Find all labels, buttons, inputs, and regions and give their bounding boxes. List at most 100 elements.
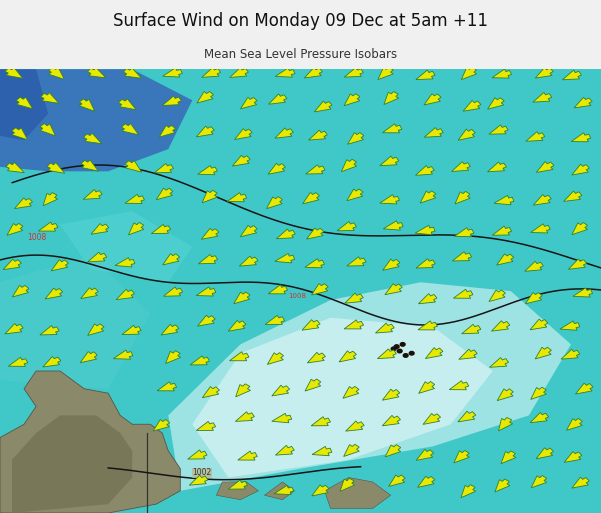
Polygon shape — [43, 357, 61, 367]
Polygon shape — [198, 166, 217, 175]
Polygon shape — [451, 162, 471, 171]
Polygon shape — [303, 192, 320, 204]
Polygon shape — [525, 292, 542, 304]
Polygon shape — [266, 196, 282, 209]
Polygon shape — [453, 289, 473, 299]
Polygon shape — [156, 188, 173, 200]
Polygon shape — [198, 254, 218, 264]
Polygon shape — [487, 162, 507, 172]
Polygon shape — [418, 293, 437, 304]
Text: Mean Sea Level Pressure Isobars: Mean Sea Level Pressure Isobars — [204, 48, 397, 61]
Polygon shape — [415, 166, 435, 175]
Polygon shape — [129, 223, 144, 235]
Polygon shape — [489, 125, 508, 134]
Polygon shape — [383, 259, 400, 270]
Polygon shape — [424, 128, 444, 137]
Polygon shape — [0, 255, 150, 389]
Polygon shape — [202, 68, 221, 77]
Polygon shape — [458, 129, 475, 140]
Polygon shape — [239, 256, 258, 266]
Polygon shape — [197, 421, 216, 430]
Text: 1008: 1008 — [288, 293, 307, 299]
Polygon shape — [91, 224, 109, 234]
Polygon shape — [121, 124, 139, 135]
Polygon shape — [302, 320, 320, 330]
Polygon shape — [531, 224, 551, 233]
Polygon shape — [165, 351, 181, 364]
Polygon shape — [267, 352, 284, 364]
Polygon shape — [188, 450, 207, 459]
Polygon shape — [416, 259, 435, 268]
Polygon shape — [382, 389, 400, 400]
Circle shape — [394, 345, 399, 348]
Polygon shape — [494, 195, 514, 205]
Polygon shape — [88, 324, 104, 336]
Polygon shape — [227, 193, 247, 202]
Polygon shape — [462, 67, 477, 80]
Polygon shape — [495, 479, 510, 492]
Polygon shape — [572, 133, 591, 142]
Polygon shape — [6, 162, 25, 173]
Polygon shape — [311, 417, 331, 426]
Polygon shape — [416, 449, 434, 460]
Polygon shape — [325, 478, 391, 508]
Polygon shape — [268, 285, 288, 294]
Polygon shape — [341, 159, 357, 172]
Polygon shape — [0, 371, 180, 513]
Polygon shape — [420, 191, 436, 203]
Polygon shape — [168, 282, 571, 491]
Polygon shape — [268, 163, 285, 174]
Polygon shape — [81, 160, 99, 171]
Polygon shape — [424, 94, 441, 105]
Polygon shape — [51, 260, 69, 271]
Polygon shape — [14, 198, 32, 209]
Polygon shape — [216, 482, 258, 500]
Polygon shape — [487, 97, 504, 109]
Polygon shape — [151, 224, 171, 233]
Polygon shape — [531, 387, 546, 400]
Text: 1002: 1002 — [192, 468, 212, 477]
Polygon shape — [383, 221, 403, 230]
Polygon shape — [16, 97, 32, 109]
Polygon shape — [418, 476, 435, 487]
Polygon shape — [116, 289, 135, 300]
Polygon shape — [202, 190, 218, 203]
Polygon shape — [385, 284, 402, 294]
Polygon shape — [416, 70, 435, 80]
Polygon shape — [569, 259, 587, 269]
Polygon shape — [572, 477, 590, 488]
Polygon shape — [84, 190, 102, 200]
Polygon shape — [560, 321, 580, 330]
Polygon shape — [450, 381, 469, 390]
Circle shape — [403, 353, 408, 357]
Polygon shape — [11, 128, 28, 140]
Polygon shape — [197, 287, 216, 296]
Polygon shape — [347, 132, 364, 144]
Polygon shape — [12, 416, 132, 513]
Polygon shape — [312, 485, 329, 496]
Polygon shape — [275, 128, 293, 138]
Polygon shape — [346, 421, 364, 431]
Polygon shape — [189, 475, 208, 485]
Polygon shape — [240, 97, 257, 109]
Polygon shape — [0, 69, 192, 171]
Polygon shape — [230, 68, 248, 77]
Polygon shape — [490, 358, 508, 367]
Polygon shape — [347, 189, 363, 201]
Polygon shape — [80, 351, 97, 363]
Polygon shape — [40, 124, 55, 136]
Polygon shape — [125, 194, 144, 204]
Polygon shape — [344, 68, 364, 77]
Polygon shape — [563, 70, 581, 80]
Polygon shape — [234, 292, 250, 304]
Polygon shape — [492, 321, 510, 331]
Polygon shape — [459, 349, 477, 360]
Polygon shape — [382, 416, 400, 426]
Polygon shape — [377, 349, 396, 359]
Polygon shape — [43, 192, 58, 206]
Polygon shape — [573, 288, 593, 297]
Polygon shape — [84, 133, 102, 144]
Polygon shape — [380, 195, 400, 204]
Polygon shape — [426, 348, 443, 359]
Polygon shape — [535, 347, 552, 359]
